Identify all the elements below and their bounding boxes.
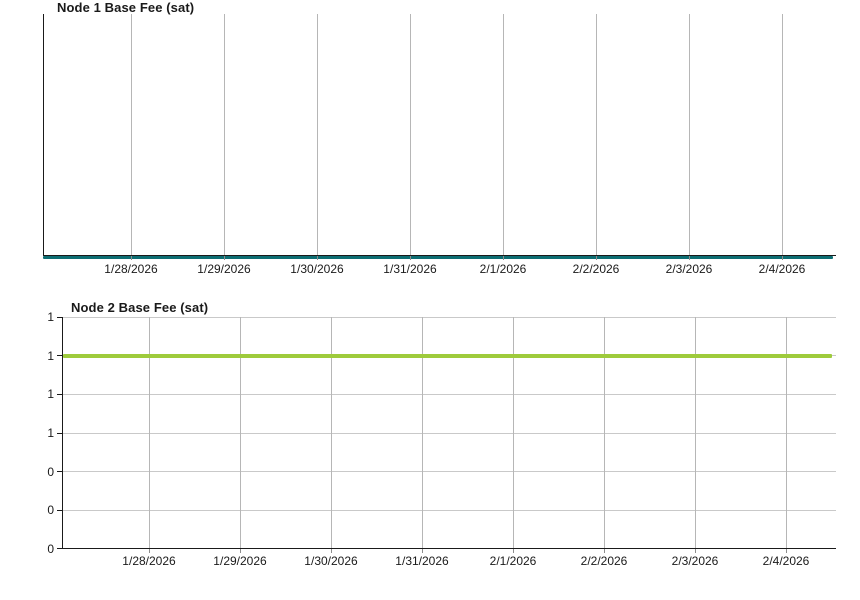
chart-2-gridline-v <box>240 317 241 548</box>
chart-2-x-tick-label: 1/31/2026 <box>395 554 449 568</box>
chart-2-x-tick-label: 2/3/2026 <box>671 554 719 568</box>
chart-1-x-tick <box>503 256 504 260</box>
chart-1-gridline-v <box>596 14 597 255</box>
chart-1-x-tick-label: 1/29/2026 <box>197 262 251 276</box>
chart-2-x-tick-label: 2/1/2026 <box>489 554 537 568</box>
chart-1-y-axis-line <box>43 14 44 256</box>
chart-1-x-tick <box>131 256 132 260</box>
chart-2-y-tick <box>57 433 62 434</box>
chart-1-title: Node 1 Base Fee (sat) <box>57 0 195 15</box>
chart-1-series-line <box>43 256 833 259</box>
chart-2-gridline-v <box>604 317 605 548</box>
chart-2-y-tick-label: 0 <box>47 465 54 479</box>
chart-2-y-axis-line <box>62 317 63 549</box>
chart-1-x-tick-label: 1/30/2026 <box>290 262 344 276</box>
chart-1-gridline-v <box>410 14 411 255</box>
chart-1-gridline-v <box>503 14 504 255</box>
chart-2-x-axis-line <box>62 548 836 549</box>
chart-2-x-tick <box>604 549 605 553</box>
chart-1-x-tick <box>317 256 318 260</box>
chart-2-x-tick <box>695 549 696 553</box>
chart-2-x-tick-label: 2/4/2026 <box>762 554 810 568</box>
chart-2-y-tick-label: 1 <box>47 310 54 324</box>
chart-2-gridline-h <box>62 433 836 434</box>
chart-1-x-tick <box>410 256 411 260</box>
chart-1-x-tick <box>596 256 597 260</box>
chart-2-gridline-v <box>149 317 150 548</box>
chart-1-x-tick-label: 2/4/2026 <box>758 262 806 276</box>
chart-2-y-tick <box>57 471 62 472</box>
chart-2-gridline-h <box>62 317 836 318</box>
chart-1-gridline-v <box>224 14 225 255</box>
chart-1-x-tick-label: 2/3/2026 <box>665 262 713 276</box>
chart-2-x-tick-label: 1/29/2026 <box>213 554 267 568</box>
chart-2-x-tick <box>786 549 787 553</box>
chart-2-y-tick-label: 1 <box>47 349 54 363</box>
chart-2-x-tick <box>240 549 241 553</box>
chart-2-x-tick <box>149 549 150 553</box>
chart-1-x-tick <box>224 256 225 260</box>
chart-2-x-tick-label: 1/28/2026 <box>122 554 176 568</box>
chart-2-y-tick-label: 0 <box>47 542 54 556</box>
chart-2-title: Node 2 Base Fee (sat) <box>71 300 209 315</box>
chart-1-x-tick-label: 1/31/2026 <box>383 262 437 276</box>
chart-2-gridline-v <box>695 317 696 548</box>
chart-2-y-tick-label: 1 <box>47 426 54 440</box>
chart-2-plot-area <box>62 317 836 549</box>
chart-2-x-tick-label: 1/30/2026 <box>304 554 358 568</box>
chart-2-series-line <box>63 354 832 358</box>
chart-1-x-tick <box>689 256 690 260</box>
chart-1-plot-area <box>43 14 836 255</box>
chart-2-x-tick-label: 2/2/2026 <box>580 554 628 568</box>
chart-panel-node-2: Node 2 Base Fee (sat) 1 1 1 1 0 0 0 <box>0 295 860 600</box>
chart-1-x-tick <box>782 256 783 260</box>
chart-2-x-tick <box>331 549 332 553</box>
chart-1-gridline-v <box>782 14 783 255</box>
chart-2-gridline-h <box>62 510 836 511</box>
chart-2-y-tick <box>57 355 62 356</box>
chart-2-x-tick <box>513 549 514 553</box>
chart-1-x-axis-line <box>43 255 836 256</box>
chart-2-gridline-v <box>786 317 787 548</box>
chart-2-gridline-v <box>513 317 514 548</box>
chart-1-gridline-v <box>689 14 690 255</box>
chart-2-y-tick-label: 1 <box>47 387 54 401</box>
chart-2-gridline-v <box>422 317 423 548</box>
chart-1-x-tick-label: 2/2/2026 <box>572 262 620 276</box>
chart-2-x-tick <box>422 549 423 553</box>
chart-2-y-tick <box>57 510 62 511</box>
chart-2-y-tick-label: 0 <box>47 503 54 517</box>
chart-1-gridline-v <box>131 14 132 255</box>
chart-2-gridline-h <box>62 394 836 395</box>
chart-2-y-tick <box>57 548 62 549</box>
chart-1-x-tick-label: 2/1/2026 <box>479 262 527 276</box>
chart-2-gridline-h <box>62 471 836 472</box>
chart-2-gridline-v <box>331 317 332 548</box>
chart-2-y-tick <box>57 394 62 395</box>
chart-1-x-tick-label: 1/28/2026 <box>104 262 158 276</box>
chart-1-gridline-v <box>317 14 318 255</box>
chart-panel-node-1: Node 1 Base Fee (sat) 1/28/2026 1/29/202… <box>0 0 860 295</box>
chart-2-y-tick <box>57 317 62 318</box>
